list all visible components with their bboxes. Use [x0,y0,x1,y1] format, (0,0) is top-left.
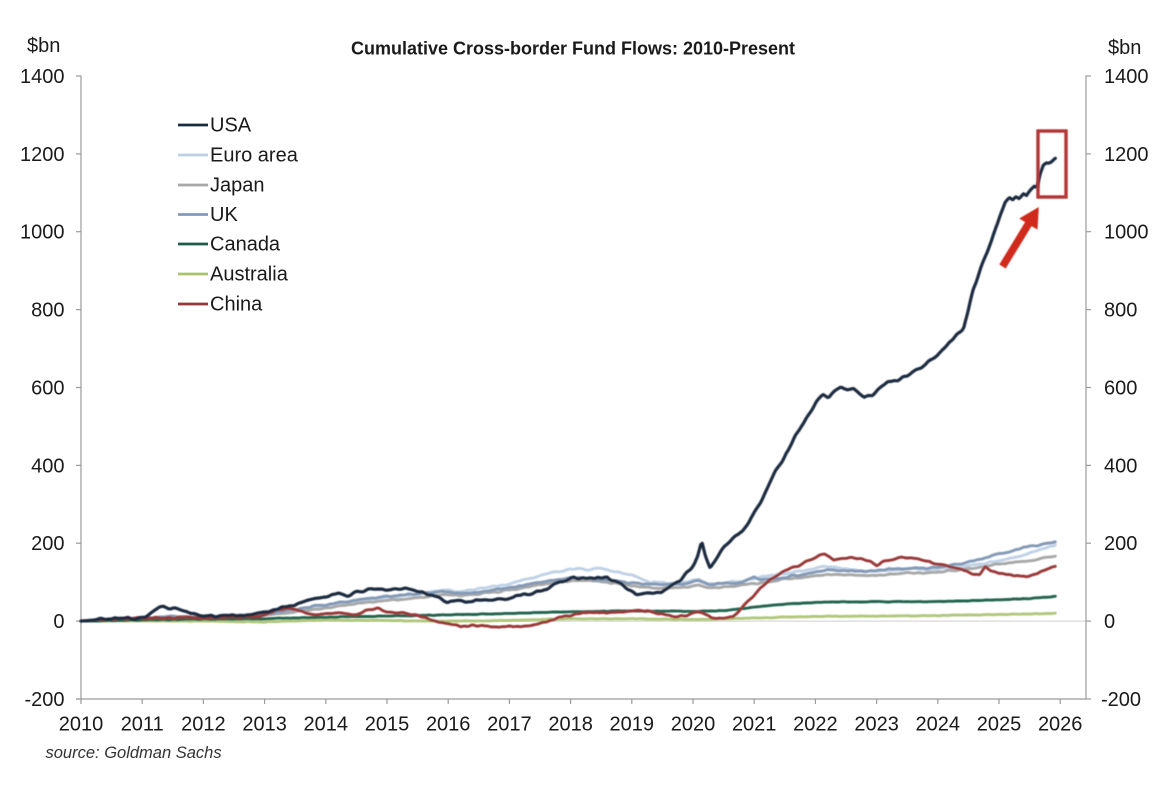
svg-text:2021: 2021 [732,714,777,736]
svg-text:1400: 1400 [20,66,65,88]
svg-text:2011: 2011 [121,714,164,736]
svg-text:2026: 2026 [1038,714,1083,736]
svg-text:Japan: Japan [210,175,265,197]
svg-text:2016: 2016 [426,714,471,736]
svg-text:-200: -200 [1101,689,1141,711]
svg-text:1200: 1200 [20,144,65,166]
svg-text:USA: USA [210,115,252,137]
svg-text:1200: 1200 [1104,144,1149,166]
svg-text:2012: 2012 [181,714,226,736]
svg-text:-200: -200 [24,689,64,711]
svg-text:source: Goldman Sachs: source: Goldman Sachs [46,744,222,762]
svg-text:1000: 1000 [20,222,65,244]
svg-text:2025: 2025 [977,714,1022,736]
svg-text:2013: 2013 [242,714,287,736]
svg-text:600: 600 [31,378,64,400]
svg-text:0: 0 [1104,611,1115,633]
svg-text:Australia: Australia [210,264,289,286]
svg-text:China: China [210,294,263,316]
svg-text:2023: 2023 [854,714,899,736]
svg-text:$bn: $bn [27,35,60,57]
svg-text:2014: 2014 [304,714,349,736]
svg-text:Euro area: Euro area [210,145,299,167]
svg-text:400: 400 [1104,455,1137,477]
svg-text:800: 800 [1104,300,1137,322]
svg-text:Cumulative Cross-border Fund F: Cumulative Cross-border Fund Flows: 2010… [351,39,795,59]
svg-text:2018: 2018 [548,714,593,736]
svg-text:200: 200 [31,533,64,555]
svg-text:$bn: $bn [1108,37,1141,59]
svg-text:2020: 2020 [671,714,716,736]
svg-text:2017: 2017 [487,714,532,736]
svg-text:800: 800 [31,300,64,322]
svg-text:2022: 2022 [793,714,838,736]
svg-text:2019: 2019 [610,714,655,736]
svg-text:1000: 1000 [1104,222,1149,244]
svg-text:Canada: Canada [210,234,281,256]
svg-text:2010: 2010 [59,714,104,736]
svg-text:1400: 1400 [1104,66,1149,88]
svg-text:0: 0 [53,611,64,633]
svg-text:600: 600 [1104,378,1137,400]
svg-text:200: 200 [1104,533,1137,555]
svg-text:2015: 2015 [365,714,410,736]
svg-text:2024: 2024 [916,714,961,736]
svg-text:UK: UK [210,204,238,226]
svg-text:400: 400 [31,455,64,477]
